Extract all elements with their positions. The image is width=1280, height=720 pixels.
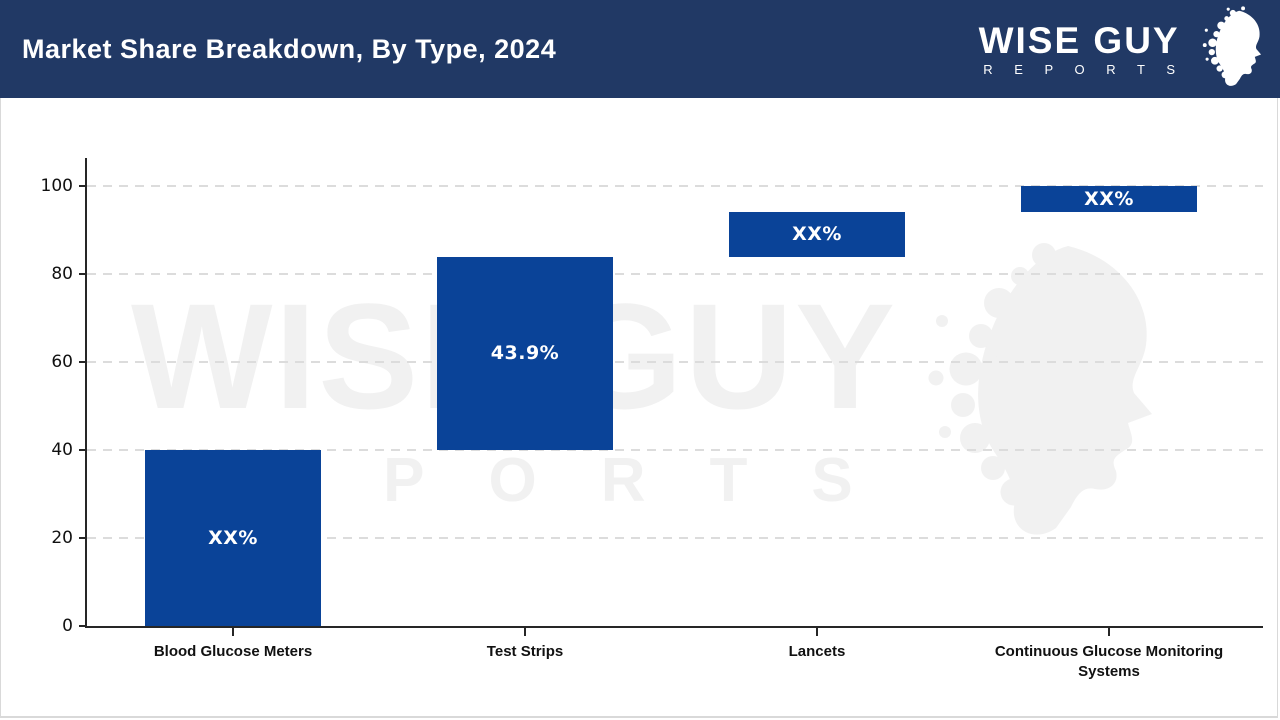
logo-brand-text: WISE GUY	[978, 19, 1180, 61]
gridline-100	[87, 185, 1263, 187]
logo-reports-text: R E P O R T S	[983, 62, 1184, 78]
y-tick-100	[79, 185, 87, 187]
bar-2: 43.9%	[437, 256, 613, 450]
bar-value-label: XX%	[792, 223, 842, 246]
gridline-40	[87, 449, 1263, 451]
y-axis	[85, 158, 87, 628]
gridline-20	[87, 537, 1263, 539]
y-tick-40	[79, 449, 87, 451]
wiseguy-logo: WISE GUY R E P O R T S	[974, 6, 1272, 92]
x-tick-4	[1108, 628, 1110, 636]
y-tick-label-0: 0	[62, 616, 73, 636]
y-tick-20	[79, 537, 87, 539]
watermark-face-icon	[928, 243, 1152, 535]
bar-4: XX%	[1021, 186, 1197, 212]
header: Market Share Breakdown, By Type, 2024 WI…	[0, 0, 1280, 98]
y-tick-label-100: 100	[40, 176, 73, 196]
x-tick-3	[816, 628, 818, 636]
logo-wordmark: WISE GUY R E P O R T S	[974, 19, 1184, 78]
category-label: Test Strips	[486, 643, 564, 660]
gridline-80	[87, 273, 1263, 275]
y-tick-60	[79, 361, 87, 363]
gridline-60	[87, 361, 1263, 363]
y-tick-80	[79, 273, 87, 275]
page-title: Market Share Breakdown, By Type, 2024	[22, 33, 557, 64]
x-tick-2	[524, 628, 526, 636]
bar-value-label: 43.9%	[490, 342, 560, 365]
y-tick-label-20: 20	[51, 528, 73, 548]
category-label: Lancets	[788, 643, 846, 660]
bar-value-label: XX%	[208, 527, 258, 549]
y-tick-label-80: 80	[51, 264, 73, 284]
category-label: Blood Glucose Meters	[153, 643, 313, 660]
chart-canvas: WISE GUY REPORTS 0 20 40 60 80 100 XX% Blood Gl…	[0, 98, 1278, 718]
x-axis	[85, 626, 1263, 628]
bar-1: XX%	[145, 450, 321, 626]
category-label: Continuous Glucose Monitoring Systems	[994, 643, 1224, 681]
logo-face-icon	[1202, 6, 1262, 86]
y-tick-label-40: 40	[51, 440, 73, 460]
y-tick-label-60: 60	[51, 352, 73, 372]
bar-value-label: XX%	[1084, 187, 1134, 210]
bar-3: XX%	[729, 211, 905, 257]
y-tick-0	[79, 625, 87, 627]
x-tick-1	[232, 628, 234, 636]
